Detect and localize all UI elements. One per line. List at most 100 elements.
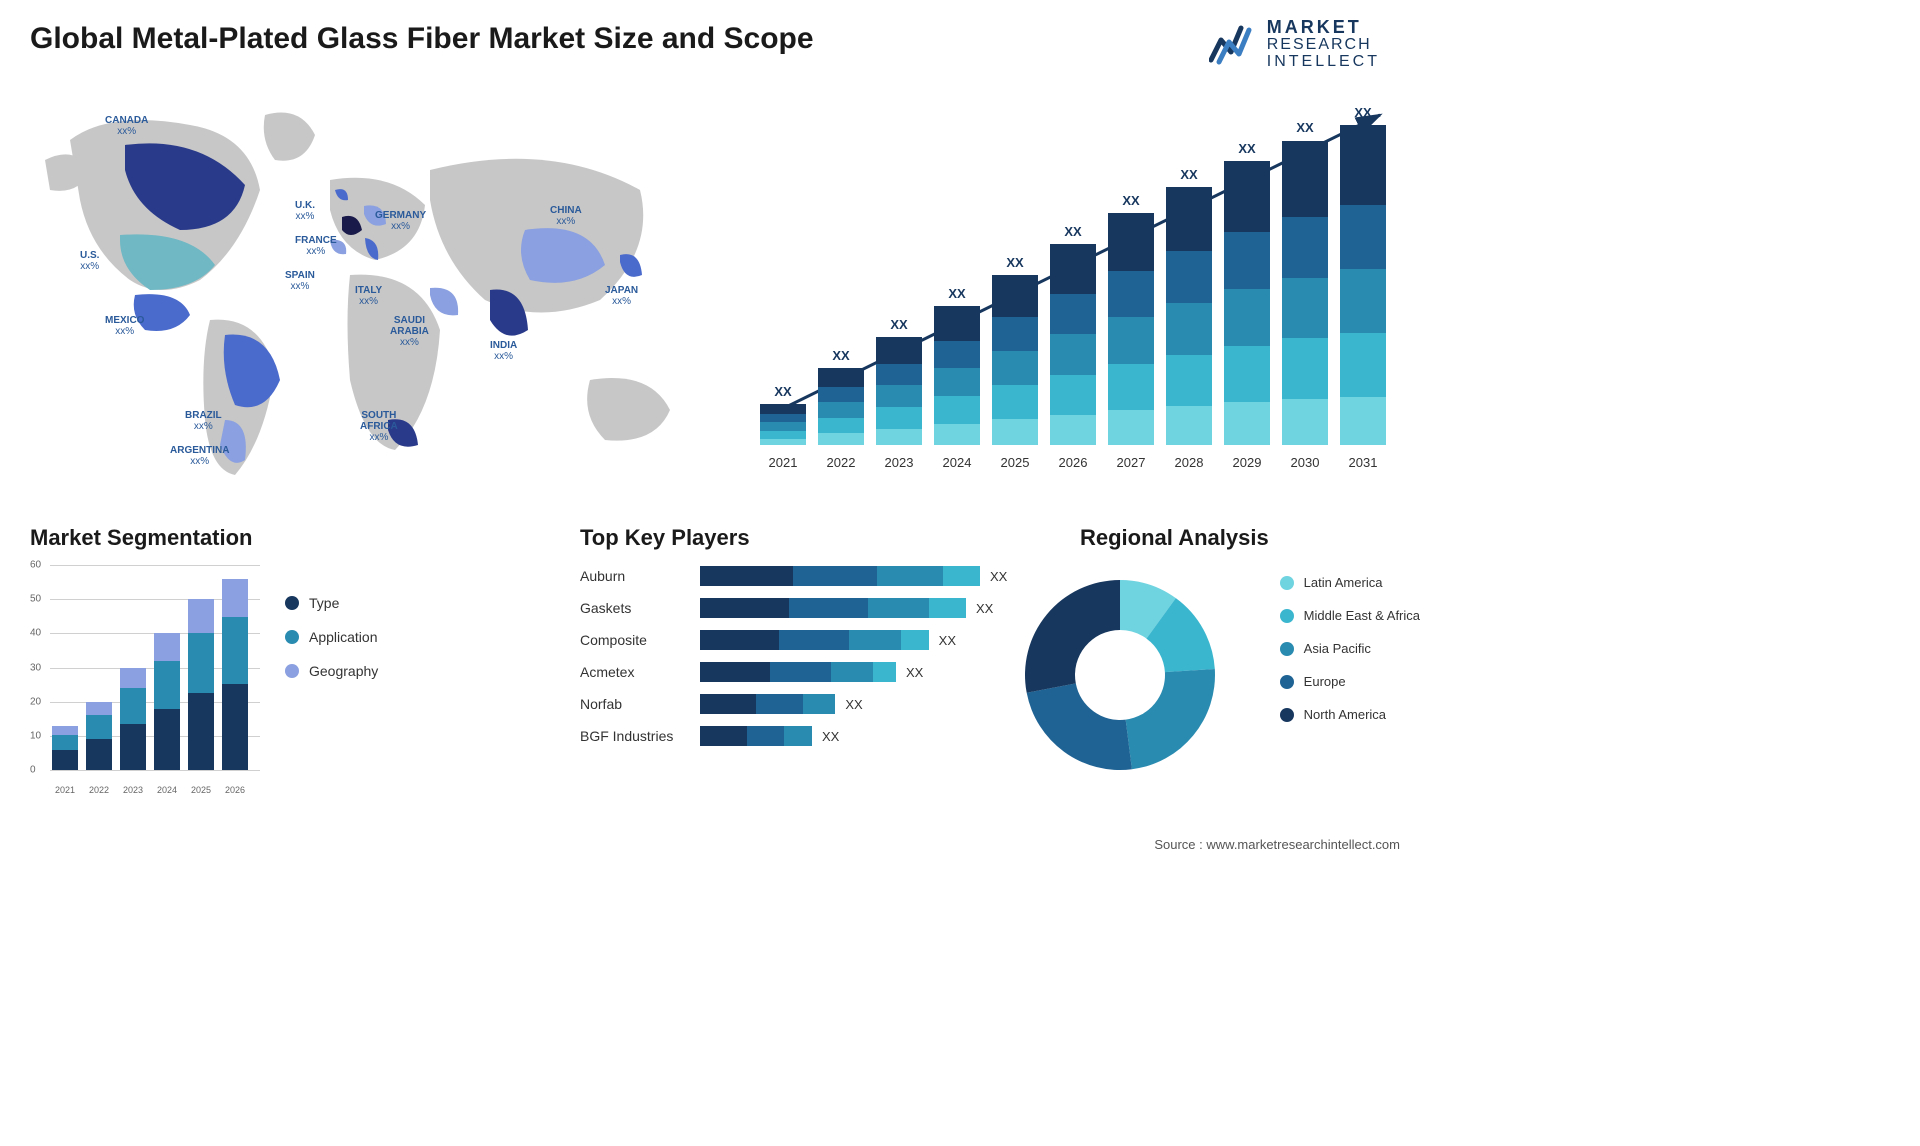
bar-value-label: XX [876, 317, 922, 332]
bar-segment [770, 662, 831, 682]
bar-segment [818, 387, 864, 402]
legend-label: Asia Pacific [1304, 641, 1371, 656]
bar-segment [934, 368, 980, 396]
bar-year-label: 2023 [876, 455, 922, 470]
swatch-icon [1280, 708, 1294, 722]
bar-segment [779, 630, 849, 650]
bigbar: XX [818, 368, 864, 445]
bar-value-label: XX [760, 384, 806, 399]
bar-segment [154, 633, 180, 660]
bar-segment [1340, 269, 1386, 333]
bar-year-label: 2025 [992, 455, 1038, 470]
legend-item: North America [1280, 707, 1420, 722]
bar-value-label: XX [934, 286, 980, 301]
bar-segment [222, 617, 248, 684]
keyplayer-row: GasketsXX [580, 597, 1020, 619]
bigbar: XX [1282, 140, 1328, 445]
page-title: Global Metal-Plated Glass Fiber Market S… [30, 22, 814, 56]
bar-segment [1340, 125, 1386, 205]
bar-segment [1282, 278, 1328, 339]
seg-bar [120, 668, 146, 771]
map-label: INDIAxx% [490, 340, 517, 362]
x-axis-label: 2026 [222, 785, 248, 795]
regional-donut: Latin AmericaMiddle East & AfricaAsia Pa… [1020, 565, 1420, 815]
bar-value-label: XX [992, 255, 1038, 270]
bar-segment [1050, 415, 1096, 445]
bar-segment [1224, 402, 1270, 445]
keyplayer-label: Norfab [580, 696, 700, 712]
legend-label: North America [1304, 707, 1386, 722]
map-label: GERMANYxx% [375, 210, 426, 232]
bar-segment [700, 694, 756, 714]
legend-item: Type [285, 595, 378, 611]
swatch-icon [1280, 609, 1294, 623]
bar-year-label: 2024 [934, 455, 980, 470]
map-label: FRANCExx% [295, 235, 337, 257]
keyplayer-label: Auburn [580, 568, 700, 584]
donut-slice [1126, 669, 1215, 769]
bar-segment [700, 630, 779, 650]
keyplayer-bar [700, 630, 929, 650]
bar-segment [876, 364, 922, 386]
keyplayers-chart: AuburnXXGasketsXXCompositeXXAcmetexXXNor… [580, 565, 1020, 815]
bar-segment [1050, 375, 1096, 415]
map-label: SAUDIARABIAxx% [390, 315, 429, 348]
swatch-icon [285, 596, 299, 610]
bar-segment [222, 684, 248, 770]
map-label: SPAINxx% [285, 270, 315, 292]
bar-segment [1282, 217, 1328, 278]
y-axis-label: 20 [30, 696, 41, 707]
bar-year-label: 2027 [1108, 455, 1154, 470]
bar-segment [876, 429, 922, 445]
bar-segment [818, 418, 864, 433]
bar-segment [760, 422, 806, 430]
bigbar: XX [1108, 213, 1154, 445]
gridline [50, 770, 260, 771]
bar-segment [818, 402, 864, 417]
bigbar: XX [934, 306, 980, 445]
bar-segment [154, 661, 180, 709]
donut-slice [1025, 580, 1120, 693]
bar-segment [760, 439, 806, 445]
bar-segment [992, 385, 1038, 419]
legend-label: Application [309, 629, 378, 645]
keyplayer-row: NorfabXX [580, 693, 1020, 715]
bar-segment [1224, 161, 1270, 232]
map-label: U.S.xx% [80, 250, 99, 272]
keyplayer-value: XX [822, 729, 839, 744]
bar-segment [868, 598, 929, 618]
bar-segment [120, 668, 146, 689]
bar-segment [1050, 244, 1096, 294]
donut-legend: Latin AmericaMiddle East & AfricaAsia Pa… [1280, 575, 1420, 722]
bar-segment [747, 726, 784, 746]
bar-segment [1282, 399, 1328, 445]
bar-segment [86, 702, 112, 716]
keyplayer-row: AuburnXX [580, 565, 1020, 587]
bar-segment [86, 739, 112, 770]
swatch-icon [1280, 675, 1294, 689]
bar-segment [188, 599, 214, 633]
bar-segment [188, 693, 214, 770]
donut-icon [1020, 565, 1240, 785]
x-axis-label: 2023 [120, 785, 146, 795]
legend-label: Geography [309, 663, 378, 679]
bar-value-label: XX [1050, 224, 1096, 239]
segmentation-chart: 0102030405060202120222023202420252026 Ty… [30, 565, 460, 815]
brand-logo: MARKET RESEARCH INTELLECT [1209, 18, 1380, 70]
bar-value-label: XX [818, 348, 864, 363]
keyplayer-bar [700, 598, 966, 618]
bar-segment [1108, 317, 1154, 363]
bar-segment [1340, 397, 1386, 445]
bigbar: XX [1224, 161, 1270, 445]
x-axis-label: 2024 [154, 785, 180, 795]
bar-segment [52, 726, 78, 735]
seg-bar [222, 579, 248, 770]
bigbar: XX [1050, 244, 1096, 445]
bar-segment [992, 317, 1038, 351]
world-map: CANADAxx%U.S.xx%MEXICOxx%BRAZILxx%ARGENT… [30, 90, 720, 490]
bar-segment [760, 431, 806, 439]
bar-segment [1224, 289, 1270, 346]
bar-year-label: 2028 [1166, 455, 1212, 470]
bar-year-label: 2022 [818, 455, 864, 470]
bar-segment [154, 709, 180, 770]
